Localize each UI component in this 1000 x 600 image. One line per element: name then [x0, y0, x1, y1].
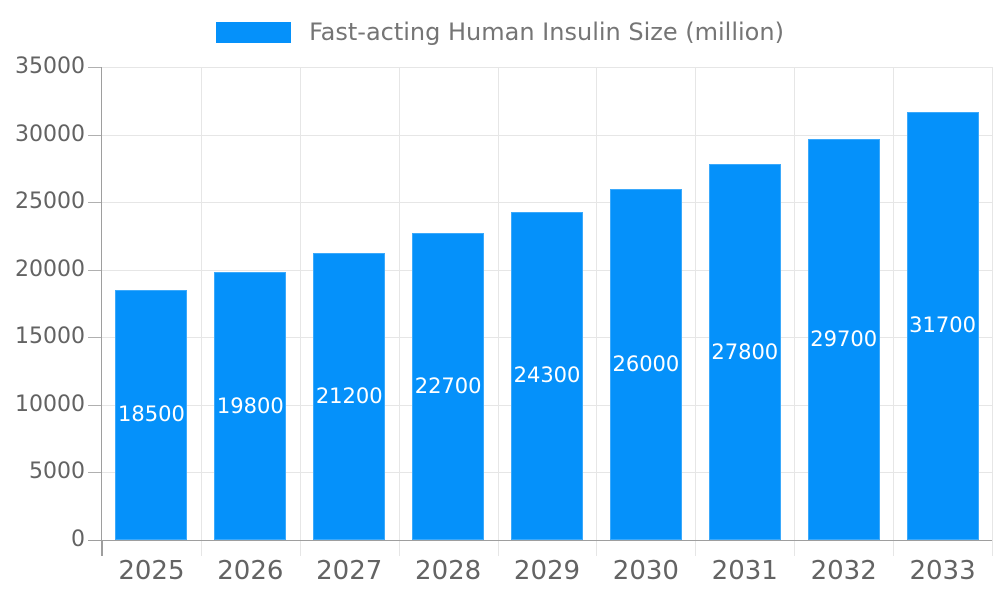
bar-value-label: 26000	[612, 351, 680, 376]
x-axis-tick	[398, 540, 400, 556]
y-axis-label: 20000	[15, 256, 85, 282]
bar-2031: 27800	[708, 164, 781, 540]
x-axis-tick	[893, 540, 895, 556]
y-axis-label: 35000	[15, 54, 85, 79]
legend-label: Fast-acting Human Insulin Size (million)	[309, 18, 784, 46]
chart-legend: Fast-acting Human Insulin Size (million)	[0, 14, 1000, 50]
v-gridline	[497, 67, 499, 540]
x-axis-line	[88, 540, 992, 541]
y-axis-label: 10000	[15, 391, 85, 417]
v-gridline	[596, 67, 598, 540]
x-axis-tick	[497, 540, 499, 556]
v-gridline	[200, 67, 202, 540]
y-axis-label: 5000	[29, 459, 85, 485]
x-axis-tick	[794, 540, 796, 556]
v-gridline	[695, 67, 697, 540]
y-axis-tick	[88, 202, 102, 204]
bar-2025: 18500	[115, 289, 188, 540]
x-axis-label: 2025	[118, 556, 185, 586]
bar-value-label: 27800	[711, 339, 779, 364]
plot-area: 18500 19800 21200 22700 24300 26000 27800 29700…	[102, 67, 993, 540]
bar-value-label: 19800	[216, 393, 284, 418]
y-axis-label: 0	[71, 527, 85, 552]
x-axis-label: 2029	[513, 556, 581, 586]
h-gridline	[102, 67, 992, 68]
y-axis-label: 30000	[15, 121, 85, 147]
bar-value-label: 22700	[414, 374, 482, 399]
bar-value-label: 18500	[118, 402, 185, 427]
legend-color-swatch	[216, 21, 292, 43]
y-axis-tick	[88, 337, 102, 339]
bar-value-label: 31700	[909, 313, 976, 338]
bar-value-label: 24300	[513, 363, 581, 388]
x-axis-label: 2032	[810, 556, 877, 586]
x-axis-label: 2030	[612, 556, 679, 586]
bar-2027: 21200	[313, 253, 386, 540]
x-axis-tick	[596, 540, 598, 556]
y-axis-line	[101, 67, 102, 556]
v-gridline	[299, 67, 301, 540]
y-axis-tick	[88, 67, 102, 68]
v-gridline	[794, 67, 796, 540]
bar-value-label: 21200	[315, 384, 383, 409]
x-axis-tick	[695, 540, 697, 556]
bar-2026: 19800	[214, 272, 287, 540]
v-gridline	[398, 67, 400, 540]
bar-2033: 31700	[906, 111, 979, 540]
bar-2030: 26000	[609, 188, 682, 540]
x-axis-label: 2026	[217, 556, 284, 586]
bar-2032: 29700	[807, 138, 880, 540]
v-gridline	[893, 67, 895, 540]
y-axis-tick	[88, 134, 102, 136]
x-axis-tick	[299, 540, 301, 556]
x-axis-label: 2031	[711, 556, 778, 586]
bar-2028: 22700	[412, 233, 485, 540]
h-gridline	[102, 202, 992, 204]
x-axis-tick	[992, 540, 993, 556]
y-axis-tick	[88, 472, 102, 474]
h-gridline	[102, 134, 992, 136]
y-axis-label: 25000	[15, 189, 85, 215]
x-axis-label: 2027	[316, 556, 383, 586]
x-axis-label: 2033	[909, 556, 976, 586]
y-axis-tick	[88, 404, 102, 406]
bar-2029: 24300	[511, 211, 583, 540]
bar-value-label: 29700	[810, 326, 878, 351]
x-axis-tick	[200, 540, 202, 556]
x-axis-tick	[102, 540, 103, 556]
v-gridline	[992, 67, 993, 540]
y-axis-label: 15000	[15, 324, 85, 350]
x-axis-label: 2028	[415, 556, 482, 586]
y-axis-tick	[88, 269, 102, 271]
